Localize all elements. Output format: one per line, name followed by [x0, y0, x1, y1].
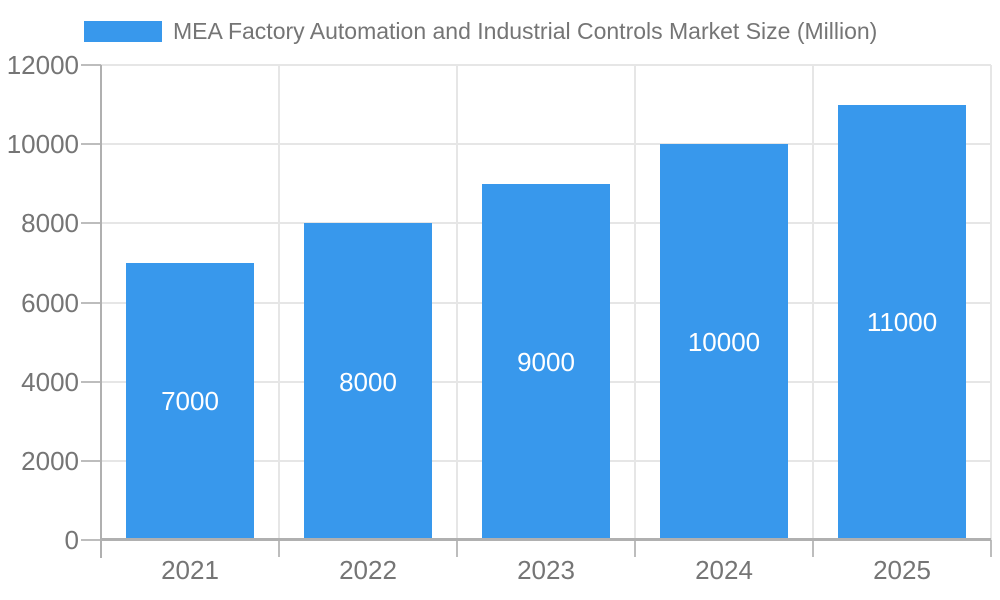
x-axis-tick [278, 540, 280, 557]
x-axis-category-label: 2022 [339, 555, 397, 585]
y-axis-tick-label: 0 [64, 525, 79, 555]
y-axis-tick [81, 301, 101, 304]
bar[interactable] [660, 144, 788, 540]
chart-legend[interactable]: MEA Factory Automation and Industrial Co… [84, 16, 877, 46]
bar[interactable] [126, 262, 254, 540]
x-axis-category-label: 2025 [873, 555, 931, 585]
y-axis-tick [81, 143, 101, 146]
bar[interactable] [838, 104, 966, 540]
x-axis-baseline [101, 538, 991, 541]
legend-label: MEA Factory Automation and Industrial Co… [173, 17, 878, 44]
gridline-horizontal [101, 64, 991, 66]
y-axis-tick-label: 2000 [21, 445, 79, 476]
bar[interactable] [304, 223, 432, 540]
gridline-vertical [812, 65, 814, 540]
bar[interactable] [482, 183, 610, 540]
x-axis-tick [990, 540, 992, 557]
x-axis-category-label: 2021 [161, 555, 219, 585]
y-axis-tick [81, 222, 101, 225]
legend-swatch[interactable] [84, 20, 162, 42]
x-axis-tick [812, 540, 814, 557]
y-axis-tick-label: 10000 [6, 129, 79, 160]
y-axis-tick [81, 380, 101, 383]
x-axis-tick [634, 540, 636, 557]
gridline-vertical [278, 65, 280, 540]
gridline-vertical [634, 65, 636, 540]
y-axis-line [100, 65, 102, 558]
gridline-horizontal [101, 143, 991, 146]
x-axis-category-label: 2023 [517, 555, 575, 585]
y-axis-tick [81, 64, 101, 66]
x-axis-category-label: 2024 [695, 555, 753, 585]
y-axis-tick-label: 8000 [21, 208, 79, 239]
gridline-vertical [456, 65, 458, 540]
y-axis-tick-label: 6000 [21, 287, 79, 318]
y-axis-tick-label: 12000 [6, 50, 79, 80]
y-axis-tick [81, 459, 101, 462]
gridline-vertical [990, 65, 992, 540]
y-axis-tick [81, 539, 101, 541]
x-axis-tick [456, 540, 458, 557]
y-axis-tick-label: 4000 [21, 366, 79, 397]
